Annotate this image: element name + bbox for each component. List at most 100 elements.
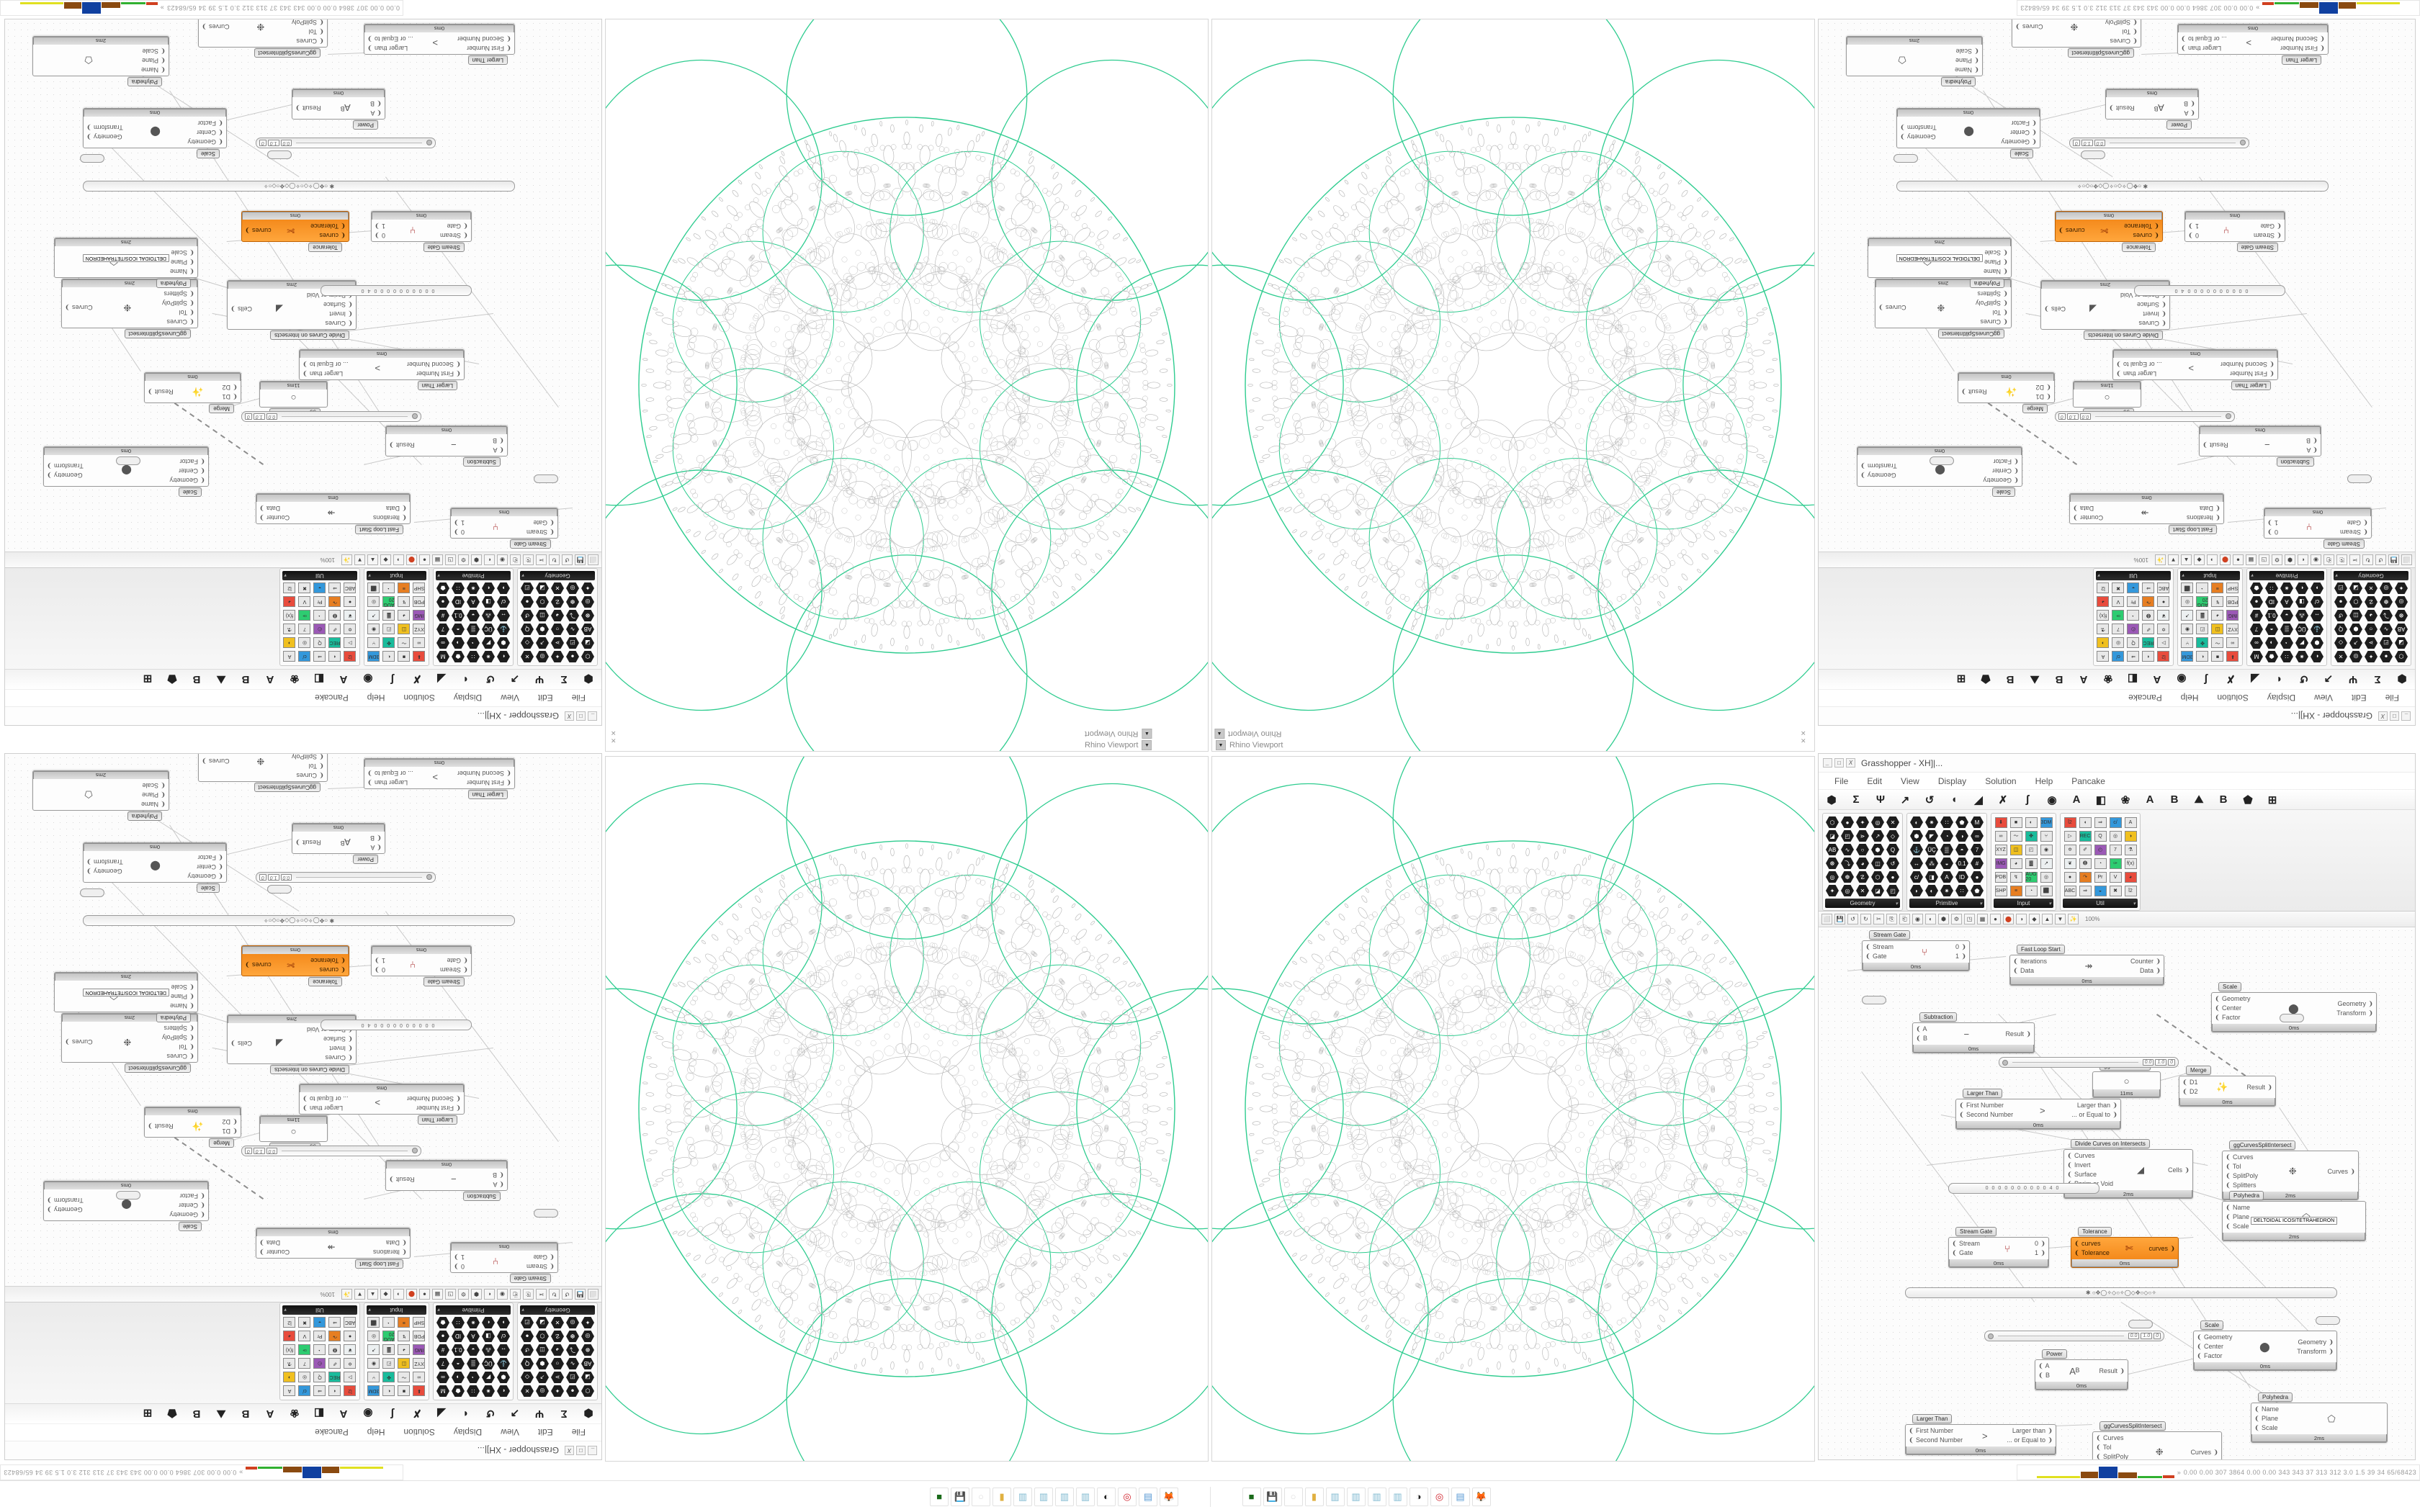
minimize-icon[interactable]: _ (588, 1446, 597, 1455)
palette-component-icon[interactable]: ◴ (313, 623, 327, 636)
palette-component-icon[interactable]: ☸ (581, 1344, 595, 1356)
output-param[interactable]: Data ❩ (259, 1239, 281, 1246)
palette-component-icon[interactable]: ✕ (1855, 884, 1870, 897)
palette-component-icon[interactable]: ✕ (520, 650, 534, 663)
palette-component-icon[interactable]: ✦ (550, 1385, 565, 1398)
component-inputs[interactable]: ❨ A ❨ B (493, 436, 504, 454)
input-param[interactable]: ❨ Splitters (1977, 290, 2008, 297)
palette-component-icon[interactable]: ⬢ (1909, 829, 1924, 842)
input-param[interactable]: ❨ Splitters (2226, 1182, 2257, 1189)
palette-component-icon[interactable]: A (282, 650, 297, 663)
slider-track[interactable] (296, 877, 422, 878)
component-inputs[interactable]: ❨ Curves❨ Tol❨ SplitPoly❨ Splitters (162, 289, 194, 325)
palette-component-icon[interactable]: SHP (2226, 582, 2240, 595)
gh-component[interactable]: ○ 11ms (259, 1115, 328, 1142)
component-outputs[interactable]: Counter ❩ Data ❩ (2073, 504, 2103, 521)
component-nickname[interactable]: Fast Loop Start (2017, 945, 2065, 954)
relay-node[interactable] (80, 154, 104, 163)
palette-component-icon[interactable]: A (2123, 816, 2138, 829)
output-param[interactable]: curves ❩ (2148, 1244, 2175, 1252)
toolbar-button-0[interactable]: ⬜ (1821, 914, 1832, 924)
ribbon-palettes-tr[interactable]: ⬡ ● ✦ ◎ ✕ ◪ ◰ ⋗ ↗ ◇ AB ∿ ○ ⬢ Q ☸ ⤵ ◕ ◫ ↺ ◎ ❆ ☡ ⬡ ● ✦ ◎ ✕ ◪ ◰ Geometry ▾… (1819, 567, 2415, 669)
palette-component-icon[interactable]: ◓ (451, 623, 465, 636)
output-param[interactable]: Curves ❩ (2327, 1167, 2355, 1175)
menu-view[interactable]: View (501, 1427, 519, 1438)
palette-component-icon[interactable]: ✐ (2078, 843, 2092, 856)
output-param[interactable]: Cells ❩ (2044, 305, 2066, 313)
output-param[interactable]: ... or Equal to ❩ (367, 770, 413, 777)
input-param[interactable]: ❨ First Number (1909, 1427, 1954, 1434)
palette-component-icon[interactable]: Pr (2126, 595, 2141, 608)
palette-component-icon[interactable]: ἵ2 (2156, 650, 2171, 663)
chevron-down-icon[interactable]: ▾ (522, 1307, 525, 1313)
menu-solution[interactable]: Solution (2217, 693, 2249, 703)
viewport-bottom-right[interactable] (1211, 756, 1815, 1462)
palette-component-icon[interactable]: ABC (343, 582, 357, 595)
input-param[interactable]: ❨ Tol (308, 762, 324, 770)
sysmon-chevron-icon[interactable]: » (160, 4, 164, 12)
gh-component[interactable]: ❨ Stream ❨ Gate ⑂ 0 ❩ 1 ❩ 0ms (371, 945, 472, 976)
palette-component-icon[interactable]: M (2249, 650, 2264, 663)
palette-component-icon[interactable]: ⬟ (436, 582, 450, 595)
calculator-icon[interactable]: ▤ (1451, 1487, 1470, 1506)
palette-component-icon[interactable]: ◑ (282, 1371, 297, 1384)
palette-component-icon[interactable]: ⬡ (2394, 650, 2408, 663)
digit-scroller[interactable]: 000000000040 (321, 285, 472, 296)
slider-value[interactable]: 0 (259, 874, 266, 881)
toolbar-button-6[interactable]: ⎗ (510, 1289, 521, 1300)
input-param[interactable]: ❨ Plane (1984, 258, 2008, 266)
component-nickname[interactable]: Subtraction (462, 457, 501, 467)
output-param[interactable]: Curves ❩ (2190, 1448, 2218, 1456)
input-param[interactable]: ❨ Invert (2067, 1161, 2091, 1169)
component-inputs[interactable]: ❨ Stream ❨ Gate (2340, 518, 2368, 536)
component-inputs[interactable]: ❨ Geometry ❨ Center ❨ Factor (2001, 119, 2037, 145)
palette-component-icon[interactable]: ◓ (2264, 623, 2279, 636)
toolbar-button-2[interactable]: ↺ (562, 1289, 573, 1300)
output-param[interactable]: Larger than ❩ (367, 779, 408, 786)
palette-component-icon[interactable]: ◒ (2280, 609, 2294, 622)
palette-component-icon[interactable]: ID (2264, 595, 2279, 608)
notepad-icon-2[interactable]: ▥ (1054, 1487, 1074, 1506)
component-inputs[interactable]: ❨ Stream ❨ Gate (1952, 1240, 1980, 1257)
palette-component-icon[interactable]: AB (2394, 623, 2408, 636)
palette-component-icon[interactable]: ◰ (1886, 884, 1900, 897)
palette-label[interactable]: Primitive ▾ (436, 571, 511, 580)
component-outputs[interactable]: Larger than ❩... or Equal to ❩ (367, 35, 413, 52)
palette-component-icon[interactable]: ❆ (565, 595, 580, 608)
palette-component-icon[interactable]: ◕ (1855, 857, 1870, 870)
output-param[interactable]: Transform ❩ (2297, 1347, 2334, 1355)
palette-component-icon[interactable]: ● (436, 595, 450, 608)
palette-component-icon[interactable]: ⤵ (565, 1344, 580, 1356)
menu-edit[interactable]: Edit (537, 693, 553, 703)
gh-component[interactable]: ❨ First Number ❨ Second Number > Larger tha… (1955, 1099, 2121, 1130)
toolbar-button-13[interactable]: ● (1990, 914, 2001, 924)
palette-component-icon[interactable]: ▒ (1940, 843, 1954, 856)
menu-file[interactable]: File (2385, 693, 2399, 703)
palette-geometry[interactable]: ⬡ ● ✦ ◎ ✕ ◪ ◰ ⋗ ↗ ◇ AB ∿ ○ ⬢ Q ☸ ⤵ ◕ ◫ ↺ ◎ ❆ ☡ ⬡ ● ✦ ◎ ✕ ◪ ◰ Geometry ▾ (517, 568, 598, 666)
palette-component-icon[interactable]: ◔ (2126, 609, 2141, 622)
palette-component-icon[interactable]: ↯ (397, 595, 411, 608)
toolbar-button-17[interactable]: ▲ (2042, 914, 2053, 924)
palette-component-icon[interactable]: ÜÇ (2295, 623, 2309, 636)
input-param[interactable]: ❨ Stream (526, 1263, 555, 1270)
palette-component-icon[interactable]: ⚗ (282, 623, 297, 636)
component-inputs[interactable]: ❨ A ❨ B (493, 1171, 504, 1188)
component-outputs[interactable]: curves ❩ (2058, 227, 2085, 235)
palette-component-icon[interactable]: ⚓ (496, 623, 511, 636)
input-param[interactable]: ❨ A (370, 844, 382, 851)
component-inputs[interactable]: ❨ Name ❨ Plane ❨ Scale (170, 248, 194, 275)
toolbar-button-9[interactable]: ⬢ (2285, 554, 2295, 565)
menu-edit[interactable]: Edit (537, 1427, 553, 1438)
menu-help[interactable]: Help (367, 1427, 385, 1438)
output-param[interactable]: Geometry ❩ (86, 868, 122, 876)
floppy-save-icon[interactable]: 💾 (1263, 1487, 1282, 1506)
palette-component-icon[interactable]: ↔ (496, 609, 511, 622)
gh-component[interactable]: ❨ Stream ❨ Gate ⑂ 0 ❩ 1 ❩ 0ms (1948, 1237, 2049, 1268)
toolbar-button-1[interactable]: 💾 (1834, 914, 1845, 924)
palette-component-icon[interactable]: ✕ (550, 1316, 565, 1329)
params-hex-icon[interactable]: ⬢ (2397, 672, 2407, 685)
output-param[interactable]: ... or Equal to ❩ (302, 1095, 349, 1102)
input-param[interactable]: ❨ First Number (416, 1104, 461, 1112)
menubar[interactable]: File Edit View Display Solution Help Pan… (5, 689, 601, 706)
input-param[interactable]: ❨ First Number (1959, 1102, 2004, 1109)
